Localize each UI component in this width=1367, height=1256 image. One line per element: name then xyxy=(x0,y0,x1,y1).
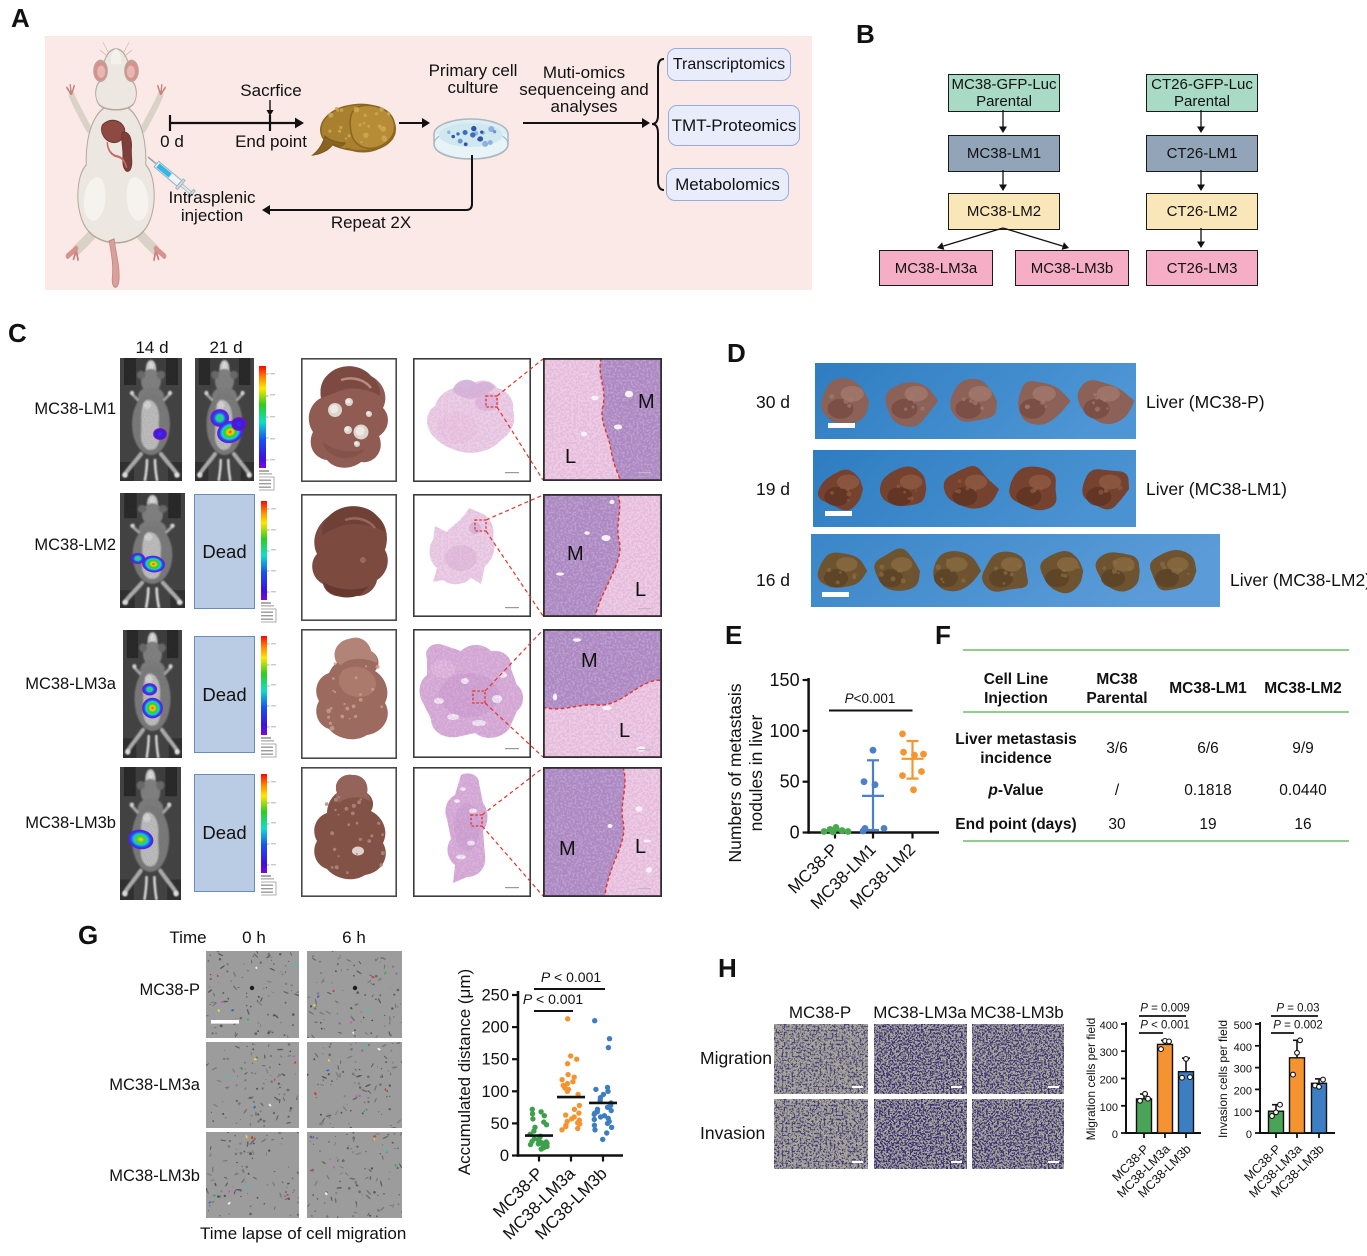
svg-text:100: 100 xyxy=(1234,1107,1252,1119)
svg-text:150: 150 xyxy=(770,670,800,690)
svg-text:200: 200 xyxy=(1234,1085,1252,1097)
svg-text:200: 200 xyxy=(481,1019,509,1037)
svg-text:100: 100 xyxy=(481,1083,509,1101)
svg-text:L: L xyxy=(635,579,646,601)
svg-text:P = 0.009: P = 0.009 xyxy=(1140,1003,1190,1015)
svg-text:400: 400 xyxy=(1100,1020,1118,1032)
svg-text:150: 150 xyxy=(481,1051,509,1069)
svg-text:M: M xyxy=(567,543,584,565)
svg-text:P = 0.002: P = 0.002 xyxy=(1273,1020,1323,1032)
svg-text:L: L xyxy=(635,836,646,858)
svg-text:0: 0 xyxy=(500,1147,509,1165)
svg-text:100: 100 xyxy=(1100,1102,1118,1114)
svg-text:300: 300 xyxy=(1100,1047,1118,1059)
svg-text:500: 500 xyxy=(1234,1020,1252,1032)
svg-text:100: 100 xyxy=(770,721,800,741)
svg-text:400: 400 xyxy=(1234,1042,1252,1054)
svg-text:P<0.001: P<0.001 xyxy=(845,691,896,706)
svg-text:250: 250 xyxy=(481,987,509,1005)
svg-text:300: 300 xyxy=(1234,1064,1252,1076)
svg-text:L: L xyxy=(565,446,576,468)
svg-text:P = 0.03: P = 0.03 xyxy=(1276,1003,1319,1015)
svg-text:M: M xyxy=(638,391,655,413)
svg-text:P < 0.001: P < 0.001 xyxy=(541,969,602,985)
svg-text:0: 0 xyxy=(1112,1129,1118,1141)
svg-text:M: M xyxy=(559,838,576,860)
svg-text:50: 50 xyxy=(780,772,800,792)
svg-text:0: 0 xyxy=(1246,1129,1252,1141)
svg-text:M: M xyxy=(581,650,598,672)
svg-text:P < 0.001: P < 0.001 xyxy=(523,991,584,1007)
svg-text:L: L xyxy=(619,720,630,742)
svg-text:0: 0 xyxy=(790,823,800,843)
svg-text:50: 50 xyxy=(491,1115,509,1133)
svg-text:200: 200 xyxy=(1100,1075,1118,1087)
svg-text:P < 0.001: P < 0.001 xyxy=(1140,1020,1190,1032)
